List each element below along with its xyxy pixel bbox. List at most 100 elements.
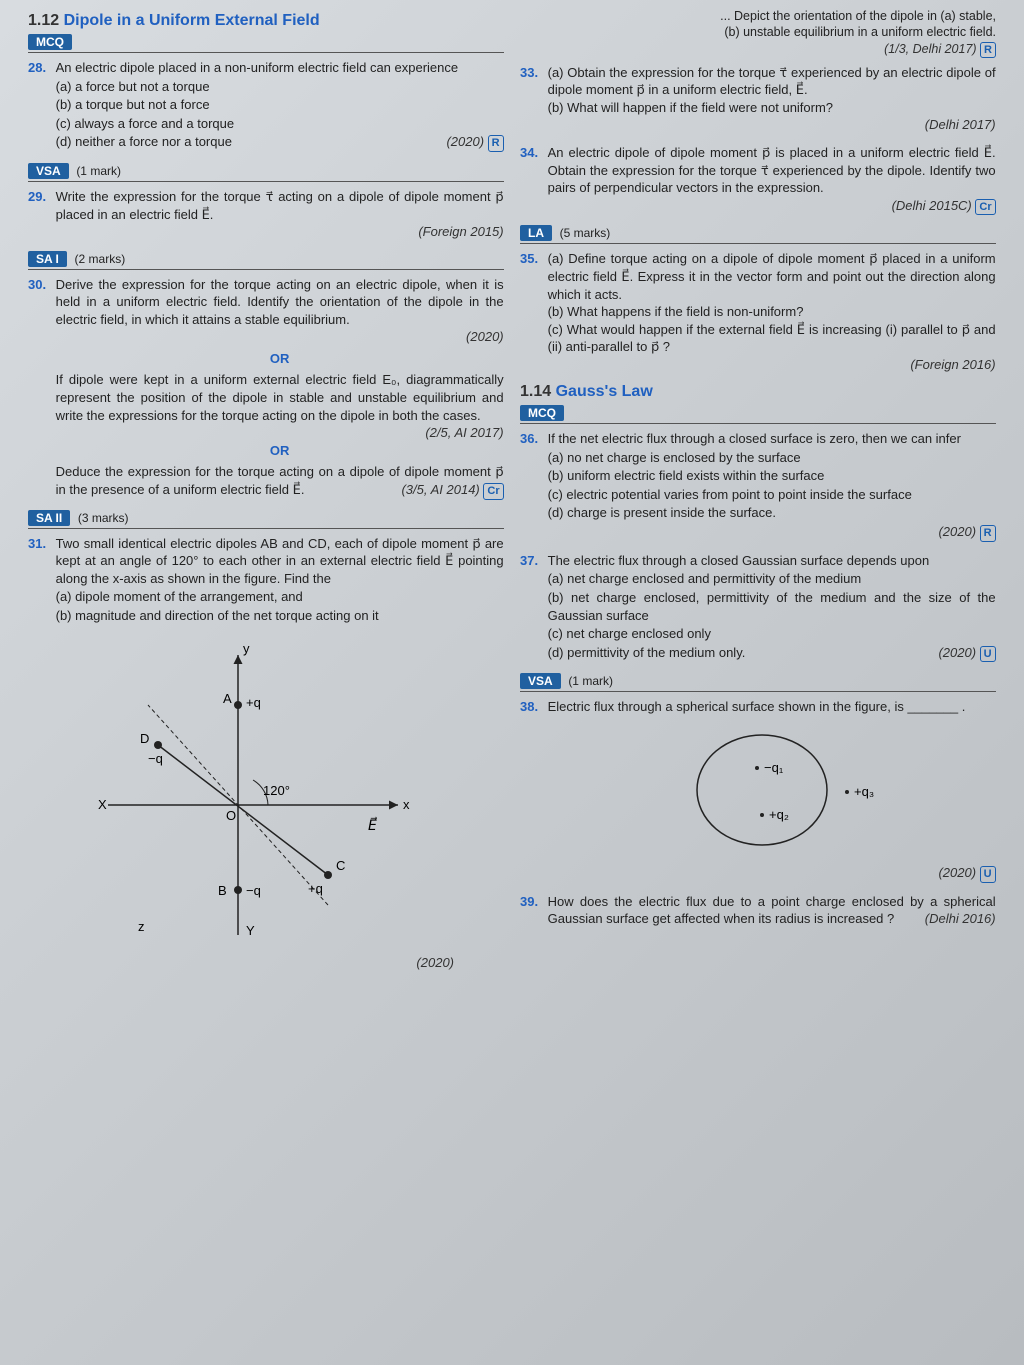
question-35: 35. (a) Define torque acting on a dipole… [520, 250, 996, 373]
divider [520, 423, 996, 424]
q-label2: +q [308, 881, 323, 896]
or-label: OR [56, 442, 504, 460]
opt-a: (a) no net charge is enclosed by the sur… [548, 449, 996, 467]
opt-a: (a) a force but not a torque [56, 78, 504, 96]
right-column: ... Depict the orientation of the dipole… [512, 8, 1004, 1357]
part-b: (b) What will happen if the field were n… [548, 99, 996, 117]
section-1-14-title: 1.14 Gauss's Law [520, 383, 996, 401]
ref: (2020) R [548, 523, 996, 542]
question-36: 36. If the net electric flux through a c… [520, 430, 996, 542]
sa2-sub: (3 marks) [78, 511, 129, 525]
ref: (Delhi 2015C) Cr [548, 197, 996, 216]
q-body: Two small identical electric dipoles AB … [56, 535, 504, 626]
section-num: 1.14 [520, 383, 551, 400]
sphere-diagram: −q₁ +q₂ +q₃ [652, 720, 892, 860]
q-num: 39. [520, 893, 544, 911]
Y-label: Y [246, 923, 255, 938]
q-body: Electric flux through a spherical surfac… [548, 698, 996, 882]
question-38: 38. Electric flux through a spherical su… [520, 698, 996, 882]
q-body: (a) Obtain the expression for the torque… [548, 64, 996, 134]
ref-box: R [980, 42, 996, 58]
opt-c: (c) net charge enclosed only [548, 625, 996, 643]
x-label: x [403, 797, 410, 812]
question-29: 29. Write the expression for the torque … [28, 188, 504, 241]
nq-label: −q [246, 883, 261, 898]
ref: (2020) R [446, 133, 503, 152]
ref: (Delhi 2016) [925, 910, 996, 928]
ref: (Foreign 2016) [548, 356, 996, 374]
or-label: OR [56, 350, 504, 368]
q-body: An electric dipole placed in a non-unifo… [56, 59, 504, 153]
q-text: If the net electric flux through a close… [548, 431, 961, 446]
q-label: +q [246, 695, 261, 710]
ref-box: Cr [483, 483, 503, 500]
ref-box: U [980, 866, 996, 883]
opt-b: (b) a torque but not a force [56, 96, 504, 114]
q-body: How does the electric flux due to a poin… [548, 893, 996, 928]
dipole-diagram: y x X z Y O A +q B −q D −q C +q 120° E⃗ [68, 635, 448, 955]
opt-a: (a) net charge enclosed and permittivity… [548, 570, 996, 588]
continuation: ... Depict the orientation of the dipole… [520, 8, 996, 58]
q-num: 29. [28, 188, 52, 206]
sa2-tag: SA II [28, 510, 70, 526]
part-b: (b) What happens if the field is non-uni… [548, 303, 996, 321]
question-37: 37. The electric flux through a closed G… [520, 552, 996, 664]
question-28: 28. An electric dipole placed in a non-u… [28, 59, 504, 153]
ref-box: Cr [975, 199, 995, 216]
y-label: y [243, 641, 250, 656]
ref: (2020) U [548, 864, 996, 883]
mcq-tag: MCQ [520, 405, 564, 421]
part-a: (a) Define torque acting on a dipole of … [548, 250, 996, 303]
section-text: Gauss's Law [556, 383, 653, 400]
q-text: Derive the expression for the torque act… [56, 277, 504, 327]
ref-box: R [488, 135, 504, 152]
q1-label: −q₁ [764, 760, 784, 775]
cont-line2: (b) unstable equilibrium in a uniform el… [520, 24, 996, 40]
q-text: Write the expression for the torque τ⃗ a… [56, 189, 504, 222]
q-num: 36. [520, 430, 544, 448]
section-num: 1.12 [28, 12, 59, 29]
q2-label: +q₂ [769, 807, 789, 822]
question-34: 34. An electric dipole of dipole moment … [520, 144, 996, 215]
opt-d: (d) permittivity of the medium only. [548, 644, 746, 663]
opt-d-row: (d) permittivity of the medium only. (20… [548, 644, 996, 663]
ref: (Delhi 2017) [548, 116, 996, 134]
la-sub: (5 marks) [560, 226, 611, 240]
angle-label: 120° [263, 783, 290, 798]
vsa-sub: (1 mark) [568, 674, 613, 688]
q-num: 33. [520, 64, 544, 82]
q-text: The electric flux through a closed Gauss… [548, 553, 930, 568]
q-text: An electric dipole of dipole moment p⃗ i… [548, 145, 996, 195]
divider [28, 181, 504, 182]
vsa-sub: (1 mark) [76, 164, 121, 178]
alt-text: If dipole were kept in a uniform externa… [56, 372, 504, 422]
opt-b: (b) net charge enclosed, permittivity of… [548, 589, 996, 624]
question-31: 31. Two small identical electric dipoles… [28, 535, 504, 626]
divider [28, 528, 504, 529]
q-text: Two small identical electric dipoles AB … [56, 536, 504, 586]
O-label: O [226, 808, 236, 823]
ref: (2020) U [938, 644, 995, 663]
section-text: Dipole in a Uniform External Field [64, 12, 320, 29]
opt-c: (c) electric potential varies from point… [548, 486, 996, 504]
opt-a: (a) dipole moment of the arrangement, an… [56, 588, 504, 606]
q-num: 37. [520, 552, 544, 570]
opt-d: (d) neither a force nor a torque [56, 133, 232, 152]
ref-box: U [980, 646, 996, 663]
opt-c: (c) always a force and a torque [56, 115, 504, 133]
C-label: C [336, 858, 345, 873]
q-text: An electric dipole placed in a non-unifo… [56, 60, 459, 75]
q-num: 28. [28, 59, 52, 77]
q-body: Write the expression for the torque τ⃗ a… [56, 188, 504, 241]
part-c: (c) What would happen if the external fi… [548, 321, 996, 356]
z-label: z [138, 919, 145, 934]
A-label: A [223, 691, 232, 706]
ref: (Foreign 2015) [56, 223, 504, 241]
q-text: Electric flux through a spherical surfac… [548, 699, 966, 714]
question-33: 33. (a) Obtain the expression for the to… [520, 64, 996, 134]
ref: (3/5, AI 2014) Cr [401, 481, 503, 500]
D-label: D [140, 731, 149, 746]
sa1-tag: SA I [28, 251, 67, 267]
part-a: (a) Obtain the expression for the torque… [548, 64, 996, 99]
B-label: B [218, 883, 227, 898]
